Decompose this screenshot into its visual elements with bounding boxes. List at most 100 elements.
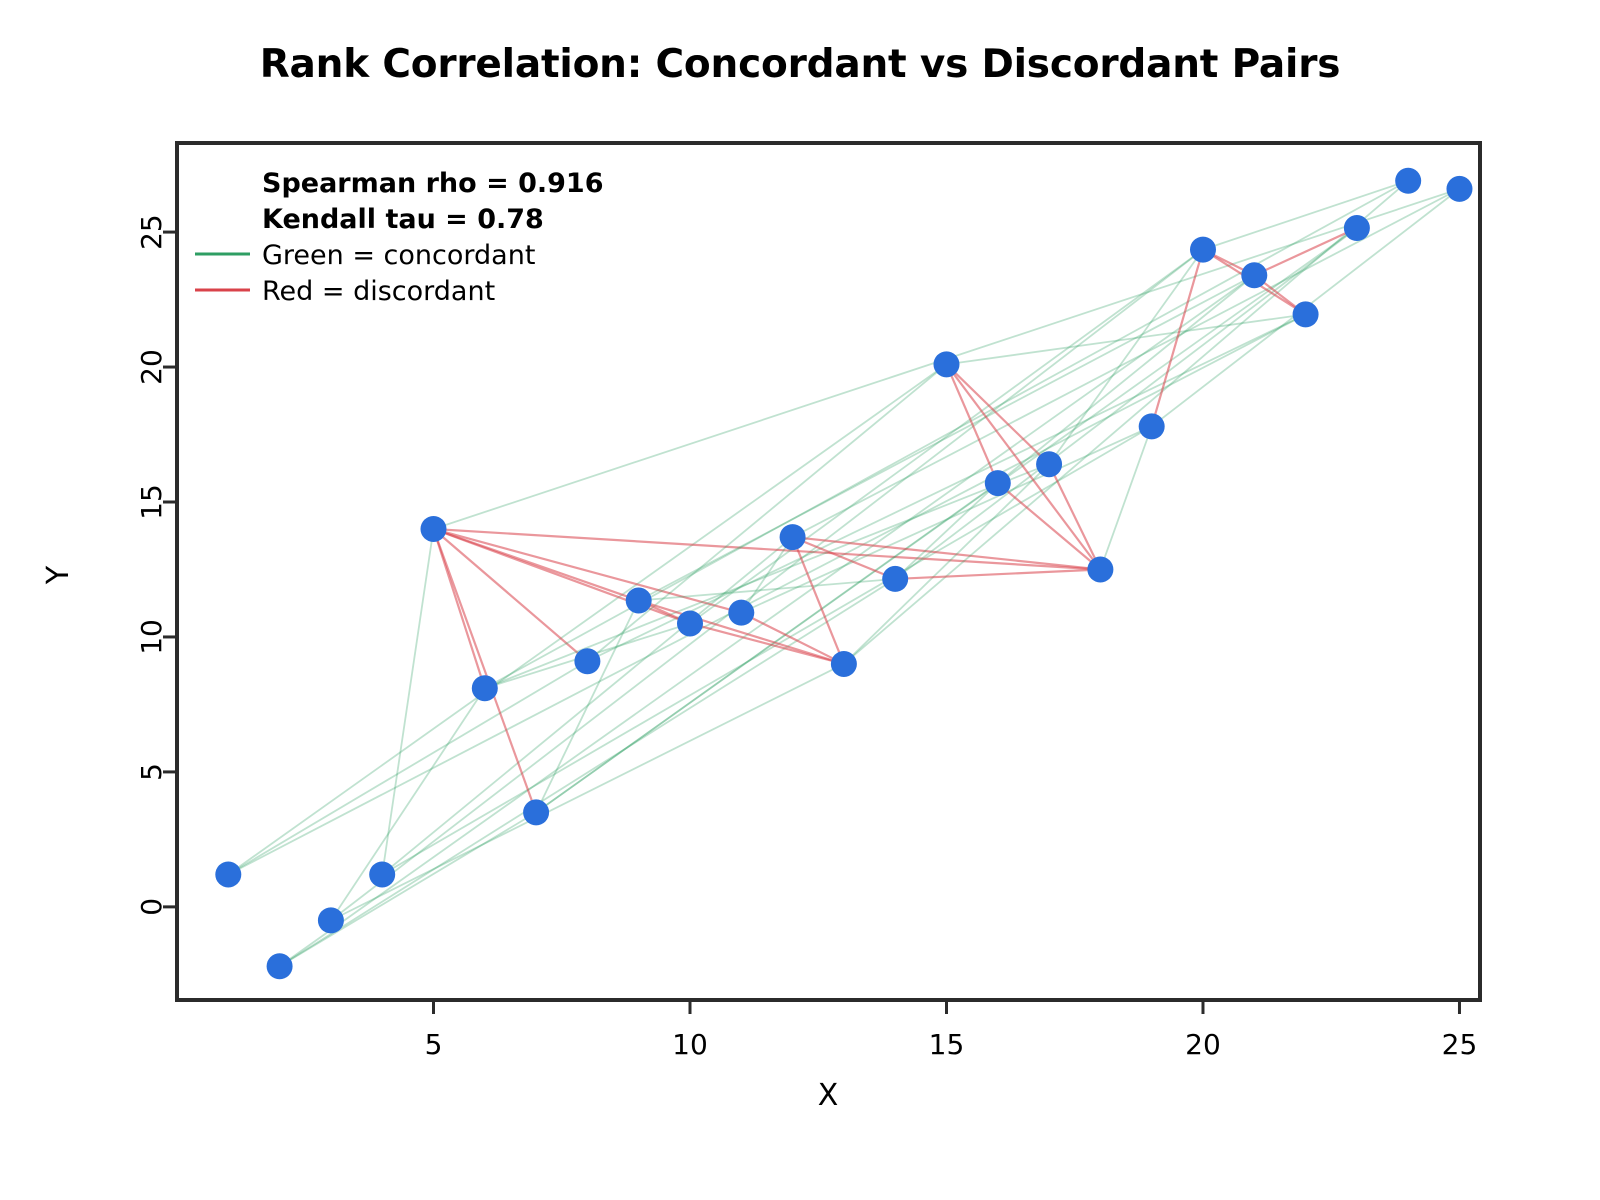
data-point-marker [317,907,344,934]
data-point-marker [830,650,857,677]
y-tick-label: 20 [135,349,168,385]
data-point-marker [523,799,550,826]
data-point-marker [1138,413,1165,440]
concordant-pair-line [227,660,588,876]
concordant-pair-line [227,363,948,876]
y-tick-label: 15 [135,484,168,520]
discordant-pair-line [1253,227,1358,277]
data-point-marker [728,599,755,626]
discordant-pair-line [433,527,742,614]
y-axis-ticks: 0 5 10 15 20 25 [135,214,177,916]
concordant-pair-line [638,274,1255,602]
data-point-marker [1343,215,1370,242]
concordant-pair-line [279,274,1255,967]
x-axis-ticks: 5 10 15 20 25 [425,1000,1478,1061]
data-point-marker [1087,556,1114,583]
concordant-pair-line [535,482,999,814]
y-axis-label: Y [41,565,76,585]
legend-spearman-rho: Spearman rho = 0.916 [262,168,604,199]
plot-background [177,143,1480,1000]
concordant-pair-line [638,578,896,602]
data-point-marker [933,351,960,378]
data-point-marker [1446,175,1473,202]
concordant-pair-line [1048,249,1204,465]
concordant-pair-line [330,663,845,922]
discordant-pair-line [740,611,845,665]
discordant-pair-line [792,535,1101,571]
concordant-pair-line [997,274,1255,484]
concordant-pair-line [587,313,1306,663]
data-point-marker [266,953,293,980]
concordant-pair-line [894,482,999,580]
concordant-pair-line [586,363,948,662]
concordant-pair-line [689,248,1204,625]
data-point-marker [1395,167,1422,194]
concordant-pair-line [535,600,640,813]
data-point-marker [369,861,396,888]
x-tick-label: 5 [425,1028,443,1061]
chart-legend: Spearman rho = 0.916 Kendall tau = 0.78 … [195,168,604,307]
discordant-pair-line [895,568,1101,581]
discordant-pair-line [638,599,845,665]
concordant-pair-line [227,313,1306,876]
discordant-pair-line [945,363,999,484]
concordant-pair-line [330,248,1204,922]
page-title: Rank Correlation: Concordant vs Discorda… [259,42,1341,87]
y-tick-label: 5 [135,763,168,781]
data-point-marker [574,648,601,675]
discordant-pair-line [689,622,845,666]
discordant-pair-line [791,536,845,665]
discordant-pair-line [1150,249,1205,427]
x-tick-label: 15 [929,1028,965,1061]
concordant-pair-line [843,180,1409,665]
concordant-pair-line [792,188,1460,538]
concordant-pair-line [484,463,1050,690]
y-tick-label: 25 [135,214,168,250]
data-point-marker [779,524,806,551]
data-point-marker [215,861,242,888]
y-tick-label: 0 [135,898,168,916]
discordant-pair-line [945,363,1102,571]
data-point-marker [1036,451,1063,478]
concordant-pair-line [1099,426,1153,570]
discordant-pair-line [1048,463,1102,570]
x-tick-label: 10 [672,1028,708,1061]
data-point-marker [1189,236,1216,263]
concordant-pair-line [381,425,1153,876]
plot-frame [175,141,1482,1002]
discordant-pair-line [432,528,589,663]
concordant-pair-line [740,536,794,614]
x-tick-label: 25 [1442,1028,1478,1061]
x-axis-label: X [818,1078,839,1113]
discordant-pair-line [433,527,1101,571]
discordant-pair-line [945,363,1050,465]
concordant-pair-line [279,811,537,968]
concordant-pair-line [535,227,1358,814]
discordant-pair-line [432,528,538,813]
concordant-pair-line [381,528,435,875]
concordant-pair-line [894,227,1358,580]
concordant-pair-line [381,536,794,876]
discordant-pair-line [997,482,1102,571]
legend-concordant-label: Green = concordant [262,240,535,271]
x-tick-label: 20 [1185,1028,1221,1061]
discordant-pair-line [792,536,896,580]
data-point-group [215,167,1473,980]
data-point-marker [625,587,652,614]
data-point-marker [1292,301,1319,328]
legend-discordant-label: Red = discordant [262,276,495,307]
concordant-pair-line [330,687,486,921]
data-point-marker [420,515,447,542]
concordant-pair-line [279,578,896,968]
data-point-marker [882,565,909,592]
data-point-marker [984,470,1011,497]
data-point-marker [1241,262,1268,289]
concordant-pair-line [1202,179,1409,251]
concordant-pair-line [946,313,1306,366]
data-point-marker [471,675,498,702]
legend-kendall-tau: Kendall tau = 0.78 [262,204,544,235]
data-point-marker [676,610,703,637]
y-tick-label: 10 [135,619,168,655]
